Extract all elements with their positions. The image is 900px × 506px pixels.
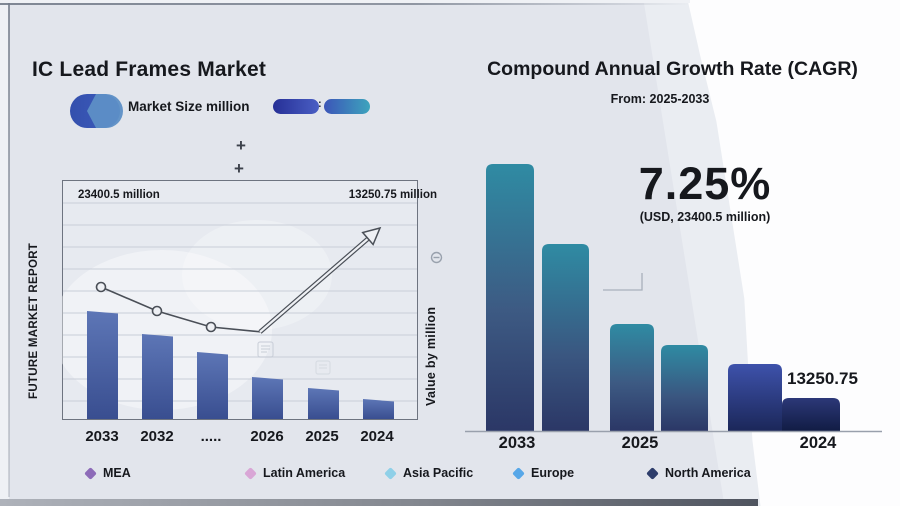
x-label-2024: 2024 (360, 428, 394, 445)
cagr-bar-value-label: 13250.75 (787, 369, 858, 388)
bar-2025 (308, 388, 339, 419)
cagr-title: Compound Annual Growth Rate (CAGR) (487, 58, 858, 80)
x-label-dots: ..... (200, 428, 222, 445)
legend-label: Latin America (263, 466, 346, 480)
series-label: Market Size million (128, 99, 250, 114)
frame-left-line (8, 3, 10, 497)
legend-diamond-icon (646, 466, 659, 480)
bar-2025-secondary (661, 345, 708, 431)
bar-2033-primary (486, 164, 534, 431)
trend-marker (95, 281, 107, 293)
legend-label: Europe (531, 466, 575, 480)
value-axis-label: Value by million (424, 306, 438, 406)
scale-pill-start-icon (273, 99, 319, 114)
frame-top-line (0, 3, 690, 5)
legend-diamond-icon (512, 466, 525, 480)
cagr-x-label-2025: 2025 (621, 434, 659, 452)
bar-2033-secondary (542, 244, 589, 431)
market-size-pill-icon (70, 94, 123, 128)
legend-item-europe: Europe (512, 466, 575, 480)
trend-marker (205, 321, 217, 333)
plus-mark-bottom: + (234, 159, 244, 178)
ghost-clipboard-icon (315, 360, 331, 375)
x-label-2025: 2025 (305, 428, 339, 445)
bar-2032 (142, 334, 173, 419)
market-size-bars (87, 311, 394, 419)
left-chart-max-value: 23400.5 million (78, 189, 160, 201)
chart-panel-border (62, 180, 418, 420)
bar-2026 (252, 377, 283, 419)
legend-item-asia-pacific: Asia Pacific (384, 466, 474, 480)
cagr-x-label-2033: 2033 (498, 434, 536, 452)
market-size-bar-chart (62, 180, 418, 420)
legend-label: North America (665, 466, 751, 480)
legend-diamond-icon (384, 466, 397, 480)
legend-item-north-america: North America (646, 466, 751, 480)
bar-2024 (363, 399, 394, 419)
bar-2025-primary (610, 324, 654, 431)
cagr-value: 7.25% (638, 158, 772, 209)
legend-item-latin-america: Latin America (244, 466, 346, 480)
left-chart-side-caption: FUTURE MARKET REPORT (28, 242, 40, 400)
legend-item-mea: MEA (84, 466, 131, 480)
bar-2024-secondary (782, 398, 840, 431)
cagr-basis: (USD, 23400.5 million) (639, 210, 771, 224)
bar-mid (197, 352, 228, 419)
cagr-x-label-2024: 2024 (799, 434, 837, 452)
ghost-clipboard-icon (257, 341, 274, 358)
left-chart-min-value: 13250.75 million (348, 189, 437, 201)
bottom-edge-strip (0, 499, 758, 506)
cagr-subtitle: From: 2025-2033 (610, 92, 710, 106)
legend-diamond-icon (244, 466, 257, 480)
scale-separator: : (318, 98, 322, 110)
trend-arrow-icon (258, 226, 382, 334)
plus-mark-top: + (236, 136, 246, 155)
page-title: IC Lead Frames Market (32, 58, 267, 81)
left-margin-strip (0, 0, 9, 506)
x-label-2026: 2026 (250, 428, 284, 445)
trend-marker (151, 305, 163, 317)
x-label-2033: 2033 (85, 428, 119, 445)
trend-line (95, 281, 263, 333)
cagr-bar-chart (465, 164, 882, 433)
legend-diamond-icon (84, 466, 97, 480)
corner-annotation-line (603, 273, 643, 291)
scale-pills (273, 99, 370, 114)
scale-pill-end-icon (324, 99, 370, 114)
top-margin-strip (0, 0, 690, 3)
x-label-2032: 2032 (140, 428, 174, 445)
minus-circle-icon (430, 251, 443, 264)
bar-2033 (87, 311, 118, 419)
legend-label: MEA (103, 466, 131, 480)
bar-2024-primary (728, 364, 782, 431)
legend-label: Asia Pacific (403, 466, 474, 480)
